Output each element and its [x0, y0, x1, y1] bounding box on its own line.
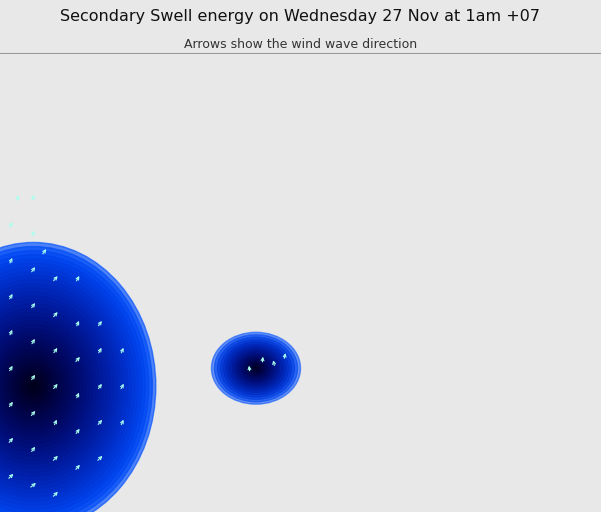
Ellipse shape: [0, 321, 90, 452]
Ellipse shape: [9, 357, 58, 415]
Ellipse shape: [0, 308, 100, 464]
Ellipse shape: [0, 255, 145, 512]
Ellipse shape: [0, 271, 132, 501]
Ellipse shape: [0, 259, 142, 512]
Text: Arrows show the wind wave direction: Arrows show the wind wave direction: [184, 37, 417, 51]
Ellipse shape: [0, 284, 121, 489]
Ellipse shape: [0, 337, 75, 436]
Ellipse shape: [227, 344, 285, 392]
Ellipse shape: [221, 339, 291, 397]
Ellipse shape: [0, 333, 79, 440]
Ellipse shape: [23, 374, 44, 398]
Ellipse shape: [235, 351, 276, 385]
Ellipse shape: [2, 349, 65, 423]
Ellipse shape: [241, 356, 271, 380]
Ellipse shape: [0, 288, 117, 485]
Ellipse shape: [30, 382, 37, 390]
Ellipse shape: [19, 370, 47, 402]
Ellipse shape: [215, 335, 297, 402]
Ellipse shape: [0, 345, 69, 428]
Ellipse shape: [0, 280, 124, 493]
Ellipse shape: [0, 267, 135, 505]
Ellipse shape: [0, 296, 111, 477]
Ellipse shape: [0, 243, 156, 512]
Ellipse shape: [0, 251, 149, 512]
Ellipse shape: [0, 316, 93, 456]
Ellipse shape: [0, 325, 86, 448]
Ellipse shape: [13, 361, 54, 411]
Ellipse shape: [0, 247, 152, 512]
Text: Secondary Swell energy on Wednesday 27 Nov at 1am +07: Secondary Swell energy on Wednesday 27 N…: [61, 9, 540, 24]
Ellipse shape: [238, 354, 274, 382]
Ellipse shape: [5, 353, 61, 419]
Ellipse shape: [0, 312, 96, 460]
Ellipse shape: [0, 263, 138, 509]
Ellipse shape: [218, 337, 294, 399]
Ellipse shape: [232, 349, 279, 388]
Ellipse shape: [0, 329, 82, 444]
Ellipse shape: [0, 292, 114, 481]
Ellipse shape: [0, 275, 128, 497]
Ellipse shape: [0, 300, 107, 473]
Ellipse shape: [253, 366, 259, 371]
Ellipse shape: [212, 332, 300, 404]
Ellipse shape: [247, 361, 265, 375]
Ellipse shape: [16, 366, 51, 407]
Ellipse shape: [0, 341, 72, 432]
Ellipse shape: [250, 364, 262, 373]
Ellipse shape: [26, 378, 40, 394]
Ellipse shape: [0, 304, 103, 468]
Ellipse shape: [224, 342, 288, 395]
Ellipse shape: [244, 358, 268, 378]
Ellipse shape: [229, 347, 282, 390]
